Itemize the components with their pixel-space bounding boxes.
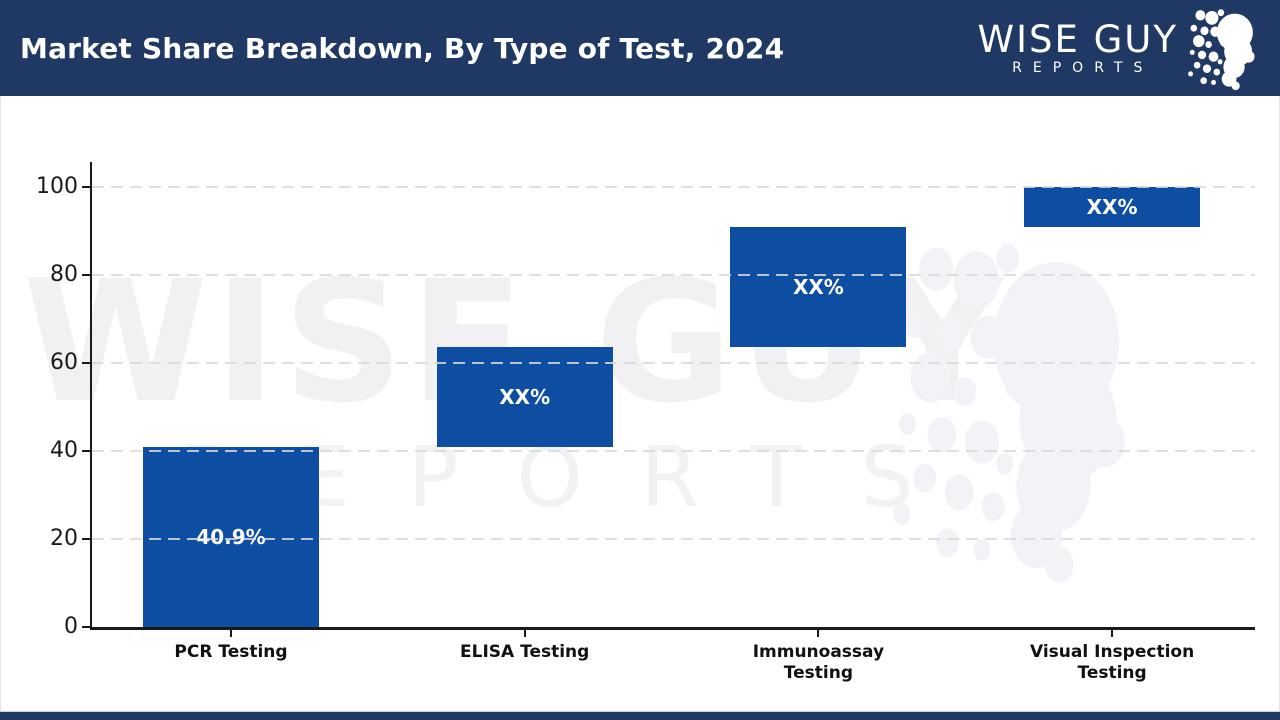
x-tick-label-elisa-testing: ELISA Testing <box>405 642 645 663</box>
y-tick-mark <box>82 626 90 628</box>
x-tick-label-line: PCR Testing <box>174 642 288 662</box>
x-tick-label-line: Testing <box>783 663 853 683</box>
logo-wordmark: WISE GUY <box>977 18 1178 61</box>
y-tick-label-20: 20 <box>50 526 78 551</box>
y-axis-spine <box>90 162 92 629</box>
x-tick-mark-visual-inspection-testing <box>1111 630 1114 637</box>
x-tick-mark-immunoassay-testing <box>817 630 820 637</box>
bar-value-label-immunoassay-testing: XX% <box>792 275 844 300</box>
x-tick-label-visual-inspection-testing: Visual Inspection Testing <box>992 642 1232 684</box>
x-tick-label-line: Visual Inspection <box>1030 642 1195 662</box>
bar-immunoassay-testing: XX% <box>730 227 907 348</box>
y-tick-mark <box>82 362 90 364</box>
bar-value-label-visual-inspection-testing: XX% <box>1086 195 1138 220</box>
y-tick-label-80: 80 <box>50 262 78 287</box>
header-band: Market Share Breakdown, By Type of Test,… <box>0 0 1280 96</box>
x-tick-label-immunoassay-testing: Immunoassay Testing <box>698 642 938 684</box>
y-tick-mark <box>82 274 90 276</box>
y-tick-label-40: 40 <box>50 438 78 463</box>
bar-visual-inspection-testing: XX% <box>1024 187 1201 228</box>
dotted-face-profile-icon <box>1188 9 1255 91</box>
y-tick-mark <box>82 450 90 452</box>
watermark-face-icon <box>893 244 1125 583</box>
bar-value-label-elisa-testing: XX% <box>499 385 551 410</box>
x-axis-spine <box>90 627 1255 630</box>
gridline-80 <box>92 274 1255 276</box>
logo-text: WISE GUY REPORTS <box>978 21 1178 75</box>
gridline-60 <box>92 362 1255 364</box>
x-tick-label-line: ELISA Testing <box>460 642 590 662</box>
x-tick-label-line: Immunoassay <box>752 642 885 662</box>
logo-subtitle: REPORTS <box>1012 60 1154 76</box>
wise-guy-reports-logo: WISE GUY REPORTS <box>978 5 1266 91</box>
y-tick-label-60: 60 <box>50 350 78 375</box>
y-tick-label-100: 100 <box>36 174 78 199</box>
y-tick-mark <box>82 538 90 540</box>
chart-title: Market Share Breakdown, By Type of Test,… <box>20 31 785 65</box>
footer-band <box>0 712 1280 720</box>
x-tick-label-pcr-testing: PCR Testing <box>111 642 351 663</box>
bar-value-label-pcr-testing: 40.9% <box>196 525 266 549</box>
y-tick-label-0: 0 <box>64 614 78 639</box>
gridline-40 <box>92 450 1255 452</box>
chart-area: WISE GUY REPORTS 0 20 40 60 80 100 40.9% PCR Te… <box>0 96 1280 712</box>
x-tick-label-line: Testing <box>1077 663 1147 683</box>
x-tick-mark-elisa-testing <box>523 630 526 637</box>
gridline-100 <box>92 186 1255 188</box>
x-tick-mark-pcr-testing <box>230 630 232 637</box>
bar-pcr-testing: 40.9% <box>143 447 319 627</box>
gridline-20 <box>92 538 1255 540</box>
y-tick-mark <box>82 186 90 188</box>
